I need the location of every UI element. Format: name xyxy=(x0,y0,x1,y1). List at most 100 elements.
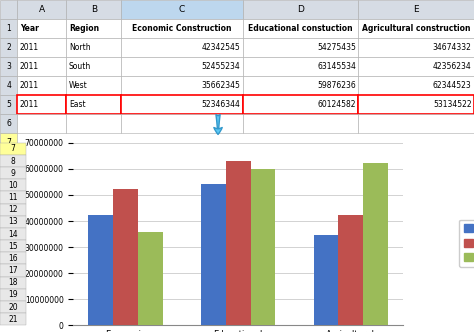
Bar xyxy=(314,235,338,325)
Bar xyxy=(18,19,66,38)
Bar xyxy=(358,95,474,114)
Text: 14: 14 xyxy=(8,229,18,239)
Text: 15: 15 xyxy=(8,242,18,251)
Text: C: C xyxy=(179,5,185,14)
Text: A: A xyxy=(39,5,45,14)
Bar xyxy=(363,163,388,325)
Bar xyxy=(0,114,18,133)
Bar xyxy=(251,169,275,325)
Bar xyxy=(0,289,26,301)
Text: 7: 7 xyxy=(10,144,15,153)
Bar xyxy=(138,232,163,325)
Bar xyxy=(0,95,18,114)
Text: Agricultural construction: Agricultural construction xyxy=(362,24,471,33)
Text: South: South xyxy=(69,62,91,71)
Text: 17: 17 xyxy=(8,266,18,275)
Bar xyxy=(66,0,121,19)
Bar xyxy=(18,0,66,19)
Bar xyxy=(66,95,121,114)
Bar xyxy=(113,189,138,325)
Text: E: E xyxy=(413,5,419,14)
Text: Economic Construction: Economic Construction xyxy=(132,24,232,33)
Bar xyxy=(66,57,121,76)
Text: 4: 4 xyxy=(6,81,11,90)
Text: East: East xyxy=(69,100,85,109)
Text: 42342545: 42342545 xyxy=(201,43,240,52)
Bar xyxy=(18,95,66,114)
Bar xyxy=(243,76,358,95)
Text: 18: 18 xyxy=(8,278,18,287)
Text: 7: 7 xyxy=(6,138,11,147)
Bar xyxy=(358,114,474,133)
Text: B: B xyxy=(91,5,97,14)
Text: Year: Year xyxy=(20,24,39,33)
Bar xyxy=(121,114,243,133)
Text: 34674332: 34674332 xyxy=(433,43,472,52)
Text: 52346344: 52346344 xyxy=(201,100,240,109)
Text: 5: 5 xyxy=(6,100,11,109)
Bar xyxy=(18,76,66,95)
Bar xyxy=(18,114,66,133)
Bar xyxy=(0,57,18,76)
Text: D: D xyxy=(297,5,304,14)
Bar xyxy=(0,143,26,155)
Bar xyxy=(0,277,26,289)
Bar xyxy=(243,114,358,133)
Text: 11: 11 xyxy=(8,193,18,202)
Text: 54275435: 54275435 xyxy=(317,43,356,52)
Text: 2011: 2011 xyxy=(20,81,39,90)
Bar xyxy=(243,38,358,57)
Text: 62344523: 62344523 xyxy=(433,81,472,90)
Bar xyxy=(66,114,121,133)
Text: 9: 9 xyxy=(10,169,15,178)
Bar xyxy=(338,215,363,325)
Text: 53134522: 53134522 xyxy=(433,100,472,109)
Bar xyxy=(0,0,18,19)
Text: 2011: 2011 xyxy=(20,62,39,71)
Bar xyxy=(0,301,26,313)
Bar xyxy=(0,179,26,192)
Bar xyxy=(243,57,358,76)
Bar xyxy=(358,76,474,95)
Text: 13: 13 xyxy=(8,217,18,226)
Bar xyxy=(66,38,121,57)
Text: 2: 2 xyxy=(6,43,11,52)
Bar xyxy=(18,57,66,76)
Text: 10: 10 xyxy=(8,181,18,190)
Text: 35662345: 35662345 xyxy=(201,81,240,90)
Legend: 2011 North, 2011 South, 2011 West: 2011 North, 2011 South, 2011 West xyxy=(459,219,474,267)
Bar xyxy=(121,57,243,76)
Text: 16: 16 xyxy=(8,254,18,263)
Bar xyxy=(0,155,26,167)
Bar xyxy=(121,95,243,114)
Bar xyxy=(18,38,66,57)
Bar xyxy=(0,38,18,57)
Bar xyxy=(0,204,26,216)
Bar xyxy=(358,38,474,57)
Bar xyxy=(0,216,26,228)
Bar xyxy=(358,0,474,19)
Text: 3: 3 xyxy=(6,62,11,71)
Bar xyxy=(0,313,26,325)
Bar xyxy=(89,215,113,325)
Bar xyxy=(121,76,243,95)
Bar xyxy=(0,192,26,204)
Bar xyxy=(66,19,121,38)
Text: 59876236: 59876236 xyxy=(317,81,356,90)
Text: 1: 1 xyxy=(6,24,11,33)
Text: 42356234: 42356234 xyxy=(433,62,472,71)
Bar xyxy=(201,184,226,325)
Text: North: North xyxy=(69,43,91,52)
Bar xyxy=(0,76,18,95)
Bar xyxy=(0,240,26,252)
Bar xyxy=(121,19,243,38)
Text: 21: 21 xyxy=(8,315,18,324)
Bar xyxy=(0,19,18,38)
Text: 2011: 2011 xyxy=(20,100,39,109)
Bar xyxy=(0,265,26,277)
Bar xyxy=(243,19,358,38)
Bar xyxy=(66,76,121,95)
Text: 60124582: 60124582 xyxy=(318,100,356,109)
Bar xyxy=(121,38,243,57)
Bar xyxy=(358,57,474,76)
